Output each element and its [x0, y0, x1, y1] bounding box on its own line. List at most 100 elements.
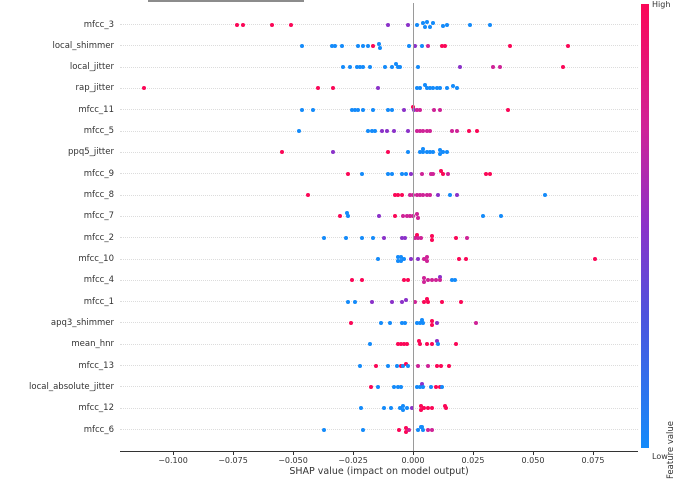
shap-dot — [435, 86, 439, 91]
shap-dot — [421, 147, 426, 152]
shap-dot — [403, 235, 408, 240]
shap-dot — [425, 43, 430, 48]
shap-dot — [399, 235, 404, 240]
shap-dot — [483, 171, 488, 176]
shap-dot — [395, 342, 400, 347]
shap-dot — [405, 150, 410, 155]
feature-label: mfcc_1 — [83, 296, 114, 307]
shap-dot — [352, 107, 357, 112]
feature-label: mfcc_6 — [83, 424, 114, 435]
shap-dot — [415, 107, 420, 112]
shap-dot — [418, 235, 423, 240]
shap-dot — [407, 193, 412, 198]
shap-dot — [355, 65, 360, 70]
shap-dot — [406, 43, 411, 48]
shap-dot — [422, 257, 427, 262]
shap-dot — [397, 427, 402, 432]
shap-dot — [401, 257, 406, 262]
x-tick-label: −0.050 — [278, 456, 308, 465]
row-gridline — [120, 322, 638, 324]
feature-label: mfcc_11 — [78, 104, 114, 115]
shap-dot — [386, 171, 391, 176]
shap-dot — [415, 212, 420, 217]
shap-dot — [444, 406, 449, 411]
shap-dot — [453, 342, 458, 347]
shap-dot — [454, 86, 459, 91]
shap-dot — [429, 233, 434, 238]
shap-dot — [419, 43, 424, 48]
shap-dot — [428, 24, 433, 29]
shap-dot — [380, 129, 385, 134]
shap-dot — [400, 404, 405, 409]
feature-label: mfcc_9 — [83, 168, 114, 179]
shap-dot — [359, 278, 364, 283]
shap-dot — [338, 214, 343, 219]
shap-dot — [566, 43, 571, 48]
x-tick-mark — [593, 451, 594, 455]
shap-dot — [417, 150, 422, 155]
shap-dot — [450, 278, 455, 283]
shap-dot — [399, 171, 404, 176]
shap-dot — [424, 342, 429, 347]
shap-dot — [345, 171, 350, 176]
shap-dot — [333, 43, 337, 48]
shap-dot — [416, 65, 421, 70]
x-tick-mark — [293, 451, 294, 455]
shap-dot — [359, 235, 364, 240]
shap-dot — [388, 406, 393, 411]
shap-dot — [376, 214, 381, 219]
shap-dot — [365, 43, 370, 48]
shap-dot — [356, 107, 361, 112]
shap-dot — [386, 107, 391, 112]
shap-dot — [387, 320, 392, 325]
shap-dot — [389, 299, 394, 304]
shap-dot — [417, 342, 422, 347]
shap-dot — [468, 22, 473, 27]
shap-dot — [441, 23, 445, 28]
shap-dot — [389, 65, 394, 70]
feature-label: local_jitter — [69, 62, 114, 73]
feature-label: local_absolute_jitter — [29, 381, 114, 392]
shap-dot — [405, 129, 410, 134]
shap-dot — [440, 299, 445, 304]
shap-dot — [347, 65, 352, 70]
shap-dot — [430, 171, 435, 176]
shap-dot — [416, 257, 421, 262]
shap-dot — [488, 22, 493, 27]
shap-dot — [393, 62, 398, 67]
shap-dot — [435, 339, 439, 344]
shap-dot — [415, 232, 420, 237]
x-tick-label: −0.025 — [338, 456, 368, 465]
shap-dot — [404, 297, 409, 302]
row-gridline — [120, 24, 638, 25]
shap-dot — [561, 65, 565, 70]
x-axis-line — [120, 451, 638, 452]
shap-dot — [447, 363, 451, 368]
x-tick-label: −0.100 — [158, 456, 188, 465]
shap-dot — [438, 278, 443, 283]
shap-dot — [399, 342, 403, 347]
shap-dot — [415, 384, 420, 389]
shap-dot — [403, 320, 408, 325]
shap-dot — [424, 259, 429, 264]
x-tick-mark — [473, 451, 474, 455]
x-tick-mark — [233, 451, 234, 455]
x-tick-label: 0.000 — [401, 456, 425, 465]
shap-dot — [445, 22, 450, 27]
feature-label: mean_hnr — [71, 339, 114, 350]
shap-dot — [438, 152, 443, 157]
shap-dot — [415, 86, 420, 91]
shap-dot — [399, 320, 404, 325]
feature-label: local_shimmer — [52, 40, 114, 51]
shap-dot — [417, 86, 422, 91]
shap-dot — [345, 299, 350, 304]
shap-dot — [269, 22, 274, 27]
shap-dot — [418, 404, 423, 409]
shap-dot — [393, 214, 397, 219]
shap-dot — [425, 427, 430, 432]
shap-dot — [429, 406, 434, 411]
shap-dot — [445, 86, 450, 91]
shap-dot — [412, 299, 417, 304]
shap-dot — [421, 193, 426, 198]
shap-dot — [399, 193, 404, 198]
